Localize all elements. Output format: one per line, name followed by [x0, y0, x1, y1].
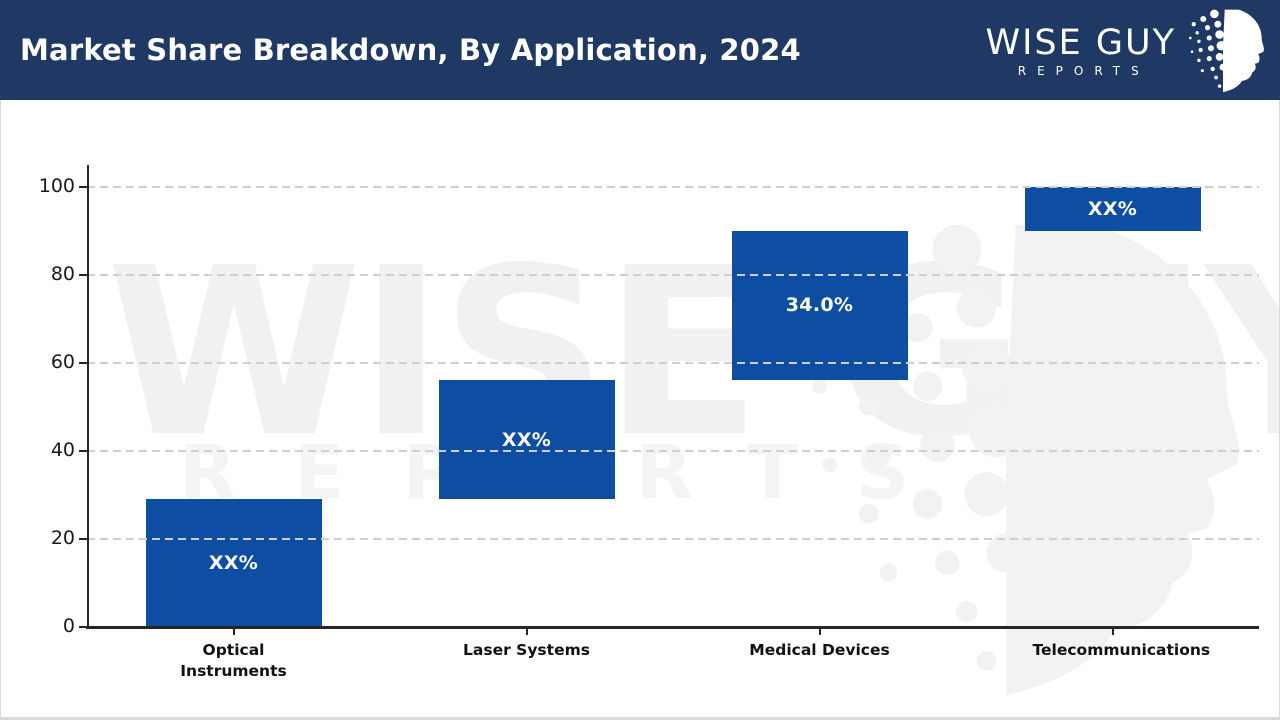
dotted-head-logo-icon — [1189, 9, 1264, 93]
bar-value-label: 34.0% — [785, 294, 854, 317]
x-tick-2 — [525, 627, 528, 635]
page-title: Market Share Breakdown, By Application, … — [20, 33, 801, 67]
y-tick-label-40: 40 — [50, 438, 75, 461]
gridline-100 — [87, 185, 1259, 188]
bar-optical-instruments: XX% — [145, 499, 322, 627]
gridline-80 — [87, 273, 1259, 276]
gridline-20 — [87, 537, 1259, 540]
y-tick-label-100: 100 — [38, 174, 75, 197]
brand-tagline: REPORTS — [1017, 63, 1150, 78]
x-category-label: Laser Systems — [463, 641, 590, 659]
gridline-40 — [87, 449, 1259, 452]
bar-value-label: XX% — [208, 552, 259, 575]
y-tick-label-0: 0 — [62, 615, 75, 637]
y-tick-20 — [79, 537, 87, 540]
y-axis-spine — [87, 165, 89, 629]
bar-value-label: XX% — [501, 428, 552, 451]
y-tick-80 — [79, 273, 87, 276]
x-axis-spine — [86, 626, 1259, 629]
x-category-label: Medical Devices — [749, 641, 890, 659]
y-tick-100 — [79, 185, 87, 188]
y-tick-60 — [79, 361, 87, 364]
y-tick-label-20: 20 — [50, 526, 75, 549]
y-tick-label-80: 80 — [50, 262, 75, 285]
y-tick-40 — [79, 449, 87, 452]
brand-name: WISE GUY — [985, 22, 1176, 63]
gridline-60 — [87, 361, 1259, 364]
bar-medical-devices: 34.0% — [731, 230, 908, 381]
y-tick-label-60: 60 — [50, 350, 75, 373]
y-tick-0 — [79, 626, 87, 628]
bar-telecommunications: XX% — [1024, 186, 1201, 231]
x-tick-1 — [232, 627, 235, 635]
x-category-label: Optical Instruments — [180, 641, 287, 680]
x-category-label: Telecommunications — [1032, 641, 1211, 659]
bar-laser-systems: XX% — [438, 380, 615, 500]
brand-logo: WISE GUY REPORTS — [985, 7, 1280, 93]
bar-value-label: XX% — [1087, 197, 1138, 220]
watermark-brand-name: WISE GUY — [106, 218, 1279, 488]
brand-logo-text: WISE GUY REPORTS — [985, 23, 1176, 78]
x-tick-3 — [818, 627, 821, 635]
chart-area: WISE GUY REPORTS XX%XX%34.0%XX%020406080… — [0, 100, 1280, 720]
header-bar: Market Share Breakdown, By Application, … — [0, 0, 1280, 100]
